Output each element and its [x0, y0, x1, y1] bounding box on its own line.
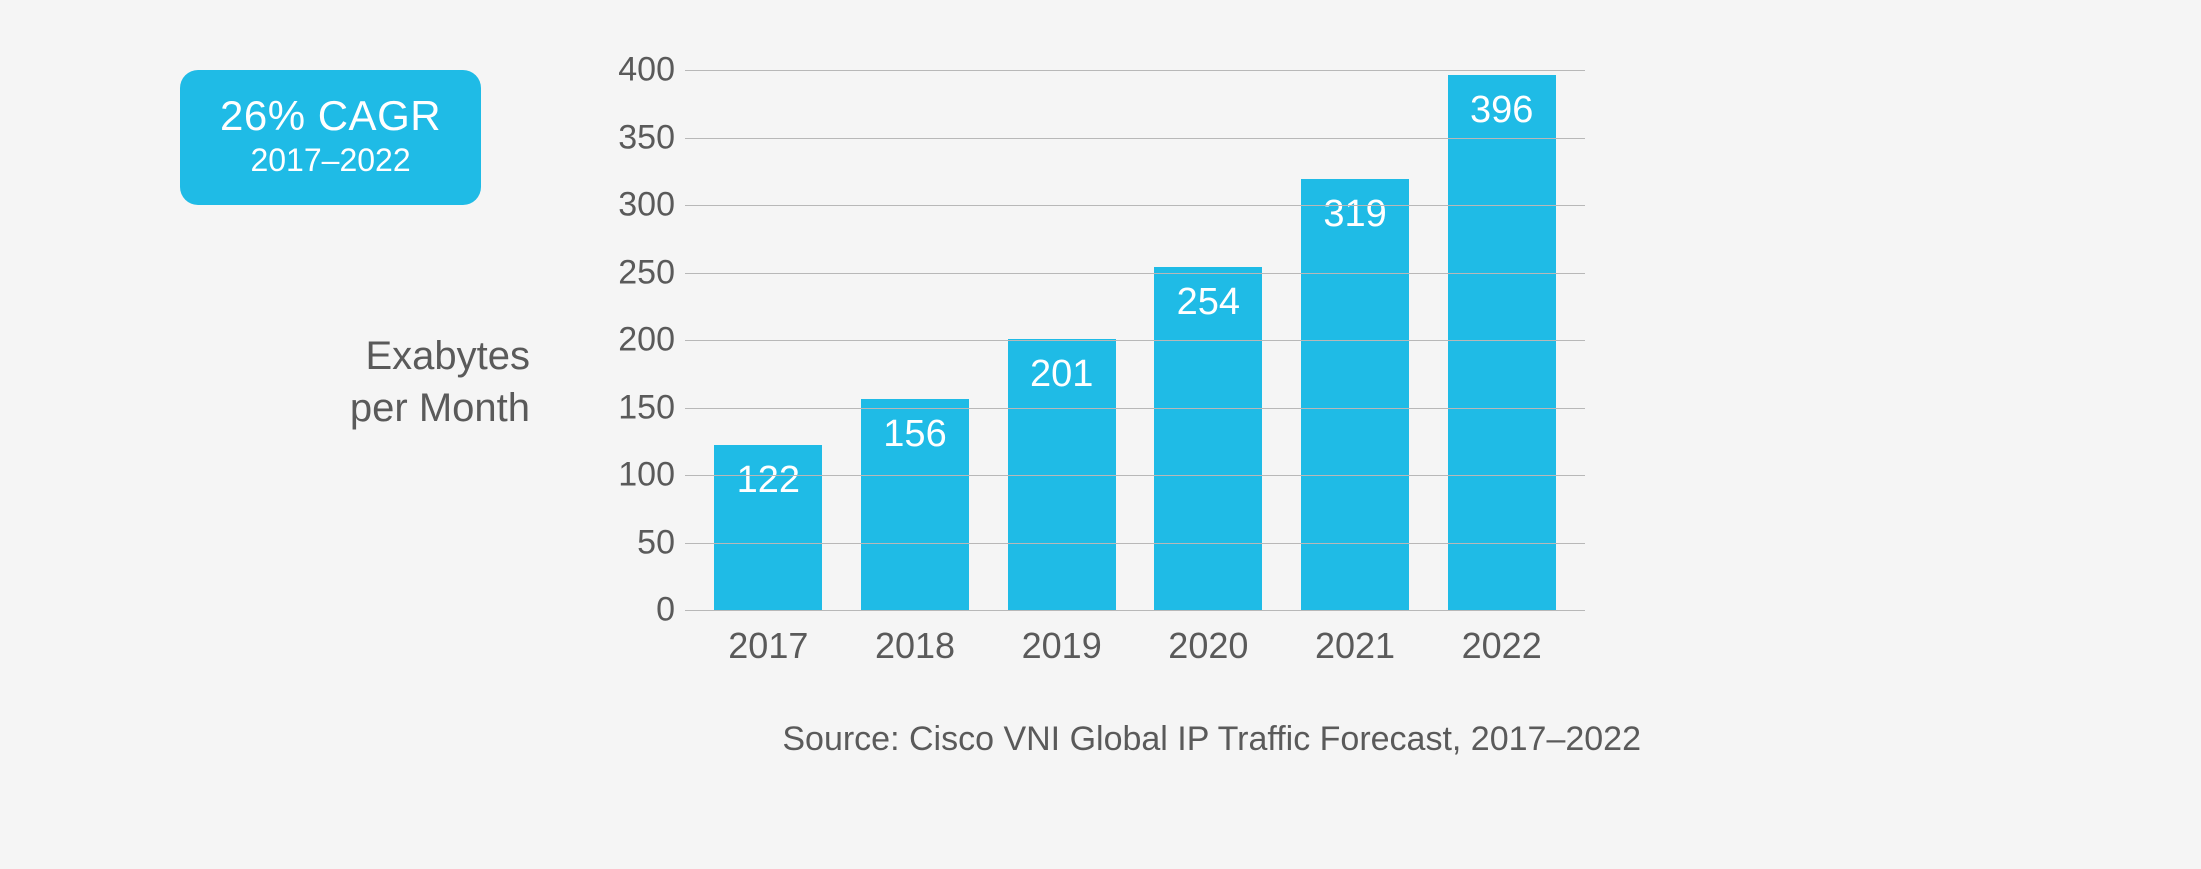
- bar: 319: [1301, 179, 1409, 610]
- plot-area: 122156201254319396 050100150200250300350…: [685, 70, 1585, 610]
- grid-line: [685, 543, 1585, 544]
- cagr-badge: 26% CAGR 2017–2022: [180, 70, 481, 205]
- grid-line: [685, 408, 1585, 409]
- source-citation: Source: Cisco VNI Global IP Traffic Fore…: [782, 720, 1641, 759]
- chart-area: 122 156 201 254 319 396 0 50 100 150 200 250 300 350…: [590, 70, 1590, 630]
- x-tick-label: 2018: [842, 625, 989, 667]
- y-tick-label: 100: [595, 456, 675, 495]
- bar-value-label: 122: [737, 459, 800, 502]
- x-tick-label: 2019: [988, 625, 1135, 667]
- y-tick-label: 400: [595, 51, 675, 90]
- bar-value-label: 201: [1030, 353, 1093, 396]
- grid-line: [685, 475, 1585, 476]
- bar: 122: [714, 445, 822, 610]
- bar: 396: [1448, 75, 1556, 610]
- y-tick-label: 200: [595, 321, 675, 360]
- y-tick-label: 50: [595, 523, 675, 562]
- y-tick-label: 300: [595, 186, 675, 225]
- bar-value-label: 254: [1177, 281, 1240, 324]
- bar-value-label: 396: [1470, 89, 1533, 132]
- cagr-title: 26% CAGR: [220, 92, 441, 140]
- y-tick-label: 150: [595, 388, 675, 427]
- grid-line: [685, 340, 1585, 341]
- grid-line: [685, 273, 1585, 274]
- y-axis-label-line1: Exabytes: [290, 330, 530, 382]
- bar: 254: [1154, 267, 1262, 610]
- grid-line: [685, 205, 1585, 206]
- grid-line: [685, 70, 1585, 71]
- bar: 156: [861, 399, 969, 610]
- y-tick-label: 0: [595, 591, 675, 630]
- grid-line: [685, 138, 1585, 139]
- x-tick-label: 2022: [1428, 625, 1575, 667]
- x-tick-label: 2017: [695, 625, 842, 667]
- bar-value-label: 319: [1323, 193, 1386, 236]
- x-axis-labels: 201720182019202020212022: [685, 625, 1585, 667]
- y-tick-label: 350: [595, 118, 675, 157]
- y-axis-label: Exabytes per Month: [290, 330, 530, 434]
- y-tick-label: 250: [595, 253, 675, 292]
- y-axis-label-line2: per Month: [290, 382, 530, 434]
- x-tick-label: 2020: [1135, 625, 1282, 667]
- cagr-subtitle: 2017–2022: [220, 142, 441, 179]
- chart-container: 26% CAGR 2017–2022 Exabytes per Month 12…: [0, 0, 2201, 869]
- bar-value-label: 156: [883, 413, 946, 456]
- grid-line: [685, 610, 1585, 611]
- x-tick-label: 2021: [1282, 625, 1429, 667]
